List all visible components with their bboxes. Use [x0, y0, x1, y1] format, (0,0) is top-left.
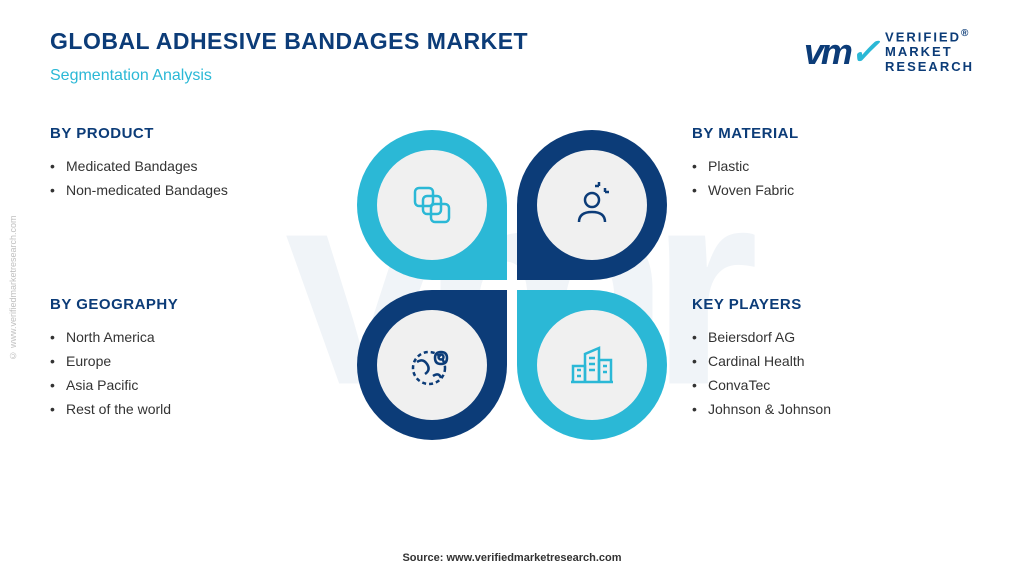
list-item: Cardinal Health [692, 349, 974, 373]
source-text: Source: www.verifiedmarketresearch.com [402, 552, 621, 564]
logo-text: VERIFIED® MARKET RESEARCH [885, 28, 974, 75]
segment-list: Medicated Bandages Non-medicated Bandage… [50, 154, 332, 202]
segment-product: BY PRODUCT Medicated Bandages Non-medica… [50, 115, 352, 212]
page-subtitle: Segmentation Analysis [50, 67, 528, 85]
list-item: Rest of the world [50, 397, 332, 421]
petal-players [517, 290, 667, 440]
list-item: Plastic [692, 154, 974, 178]
header: GLOBAL ADHESIVE BANDAGES MARKET Segmenta… [0, 0, 1024, 95]
segment-title: BY GEOGRAPHY [50, 296, 332, 313]
petal-diagram [352, 125, 672, 445]
list-item: Beiersdorf AG [692, 325, 974, 349]
segment-geography: BY GEOGRAPHY North America Europe Asia P… [50, 286, 352, 431]
segment-players: KEY PLAYERS Beiersdorf AG Cardinal Healt… [672, 286, 974, 431]
segment-list: Beiersdorf AG Cardinal Health ConvaTec J… [692, 325, 974, 421]
list-item: Asia Pacific [50, 373, 332, 397]
brand-logo: vm✓ VERIFIED® MARKET RESEARCH [804, 28, 974, 75]
segment-title: BY PRODUCT [50, 125, 332, 142]
segment-title: BY MATERIAL [692, 125, 974, 142]
list-item: Non-medicated Bandages [50, 178, 332, 202]
page-title: GLOBAL ADHESIVE BANDAGES MARKET [50, 28, 528, 55]
layers-icon [377, 150, 487, 260]
globe-icon [377, 310, 487, 420]
segment-list: Plastic Woven Fabric [692, 154, 974, 202]
logo-mark: vm✓ [804, 31, 877, 73]
list-item: Medicated Bandages [50, 154, 332, 178]
content-grid: BY PRODUCT Medicated Bandages Non-medica… [0, 95, 1024, 445]
segment-material: BY MATERIAL Plastic Woven Fabric [672, 115, 974, 212]
list-item: North America [50, 325, 332, 349]
list-item: Europe [50, 349, 332, 373]
person-icon [537, 150, 647, 260]
petal-product [357, 130, 507, 280]
segment-list: North America Europe Asia Pacific Rest o… [50, 325, 332, 421]
buildings-icon [537, 310, 647, 420]
segment-title: KEY PLAYERS [692, 296, 974, 313]
petal-geography [357, 290, 507, 440]
list-item: ConvaTec [692, 373, 974, 397]
petal-material [517, 130, 667, 280]
list-item: Woven Fabric [692, 178, 974, 202]
list-item: Johnson & Johnson [692, 397, 974, 421]
